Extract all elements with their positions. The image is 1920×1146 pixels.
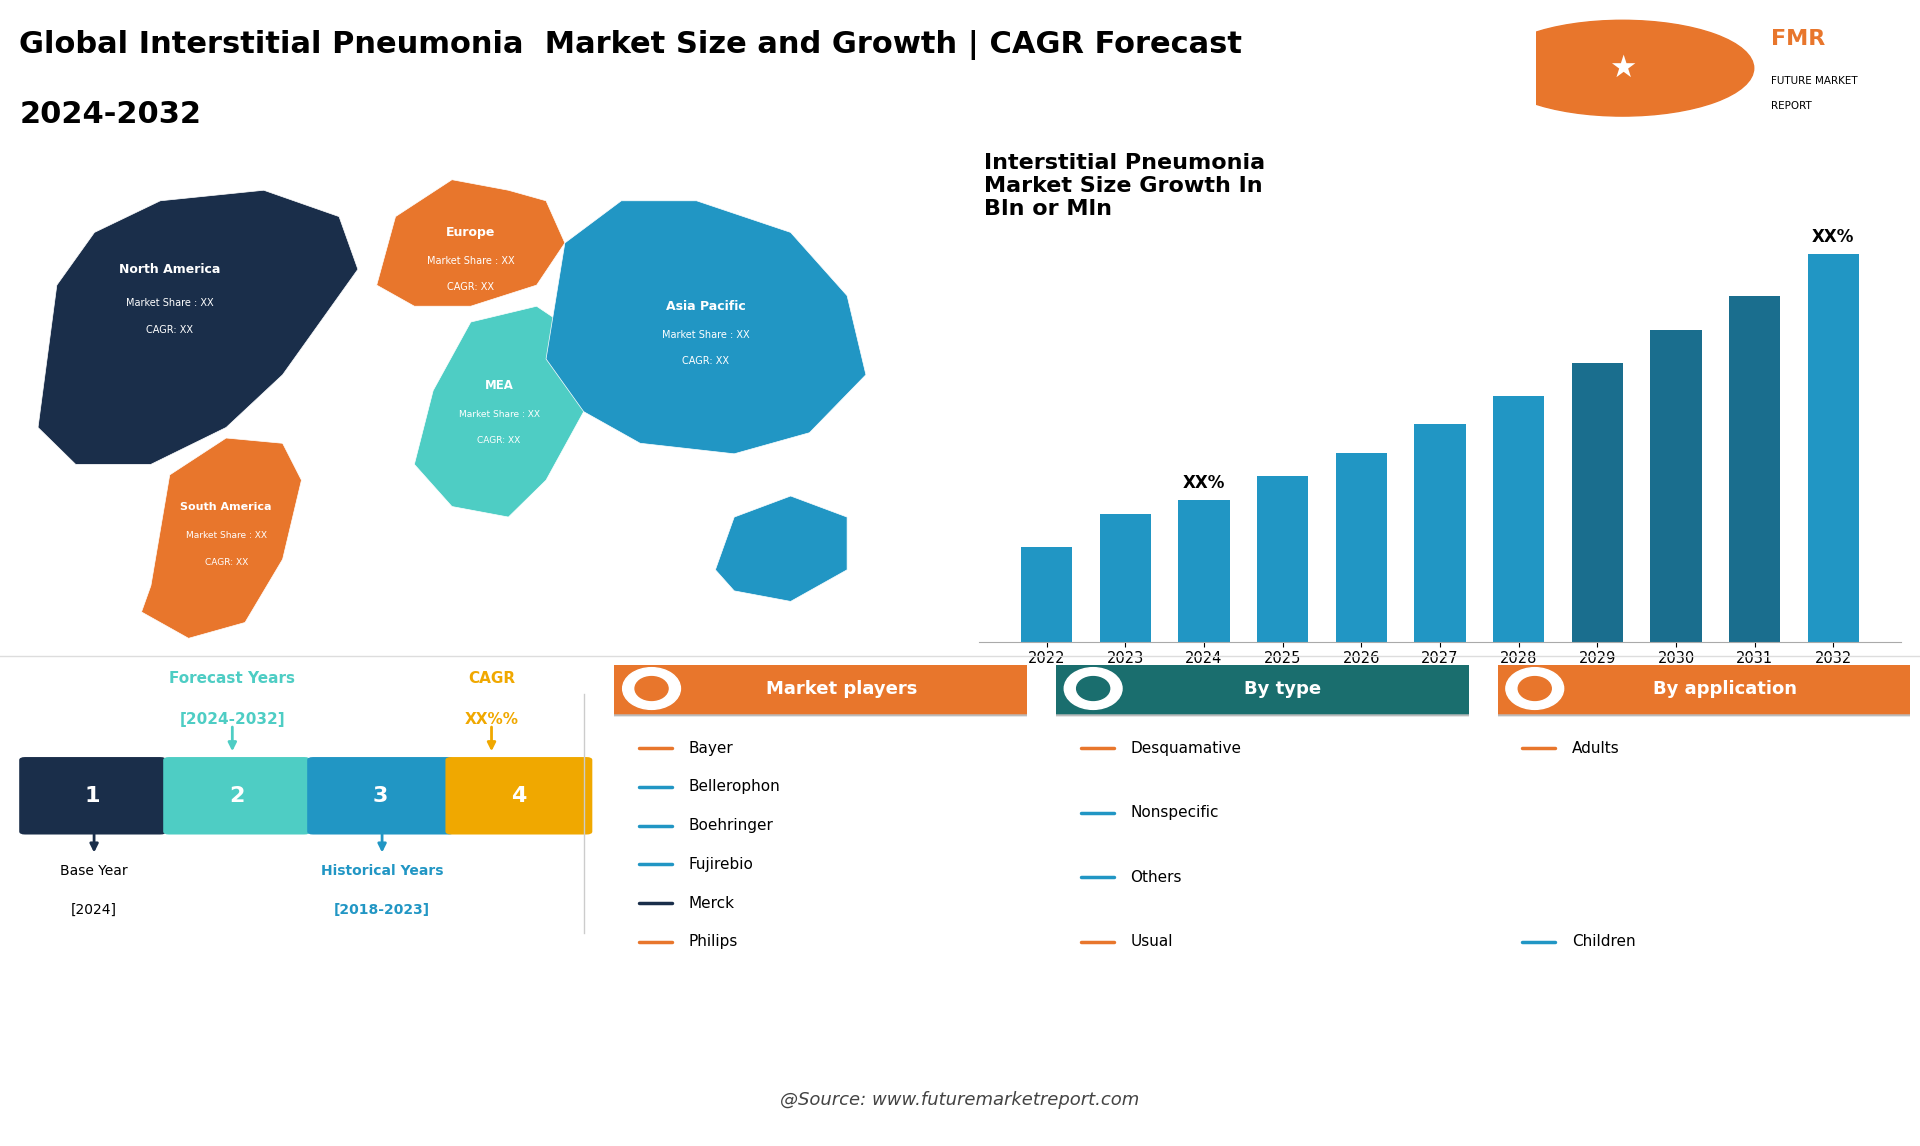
Bar	[1179, 500, 1229, 642]
Text: XX%%: XX%%	[465, 713, 518, 728]
Bar	[1415, 424, 1465, 642]
Text: Usual: Usual	[1131, 934, 1173, 949]
Text: 2024-2032: 2024-2032	[19, 100, 202, 128]
Circle shape	[1492, 21, 1753, 116]
FancyBboxPatch shape	[1480, 653, 1920, 724]
FancyBboxPatch shape	[445, 758, 591, 834]
Circle shape	[1077, 676, 1110, 700]
FancyBboxPatch shape	[1494, 715, 1914, 966]
Text: By type: By type	[1244, 680, 1321, 698]
Text: 2: 2	[228, 786, 244, 806]
Polygon shape	[376, 180, 564, 306]
Text: Bellerophon: Bellerophon	[689, 779, 780, 794]
Polygon shape	[545, 201, 866, 454]
Text: South America: South America	[180, 502, 273, 511]
Text: CAGR: XX: CAGR: XX	[478, 437, 520, 446]
Circle shape	[1064, 668, 1121, 709]
Text: By application: By application	[1653, 680, 1797, 698]
Text: Fujirebio: Fujirebio	[689, 857, 753, 872]
Circle shape	[1519, 676, 1551, 700]
Text: Desquamative: Desquamative	[1131, 740, 1242, 755]
Text: Market Share : XX: Market Share : XX	[426, 256, 515, 266]
Polygon shape	[38, 190, 357, 464]
Polygon shape	[142, 438, 301, 638]
Text: CAGR: XX: CAGR: XX	[205, 557, 248, 566]
Circle shape	[636, 676, 668, 700]
FancyBboxPatch shape	[307, 758, 453, 834]
Bar	[1258, 477, 1308, 642]
Bar	[1572, 362, 1622, 642]
Text: Merck: Merck	[689, 895, 735, 911]
Text: 4: 4	[511, 786, 526, 806]
Text: REPORT: REPORT	[1770, 101, 1812, 111]
FancyBboxPatch shape	[163, 758, 309, 834]
Text: XX%: XX%	[1183, 474, 1225, 493]
Text: CAGR: XX: CAGR: XX	[682, 356, 730, 367]
Bar	[1651, 330, 1701, 642]
Bar	[1021, 547, 1071, 642]
Text: Market Share : XX: Market Share : XX	[459, 410, 540, 419]
FancyBboxPatch shape	[597, 653, 1044, 724]
Polygon shape	[716, 496, 847, 602]
Text: Market players: Market players	[766, 680, 918, 698]
Text: CAGR: XX: CAGR: XX	[447, 282, 493, 292]
Bar	[1809, 254, 1859, 642]
Text: @Source: www.futuremarketreport.com: @Source: www.futuremarketreport.com	[780, 1091, 1140, 1109]
Text: Boehringer: Boehringer	[689, 818, 774, 833]
Text: Historical Years: Historical Years	[321, 864, 444, 878]
Text: Market Share : XX: Market Share : XX	[662, 330, 751, 340]
Circle shape	[622, 668, 680, 709]
FancyBboxPatch shape	[1039, 653, 1486, 724]
Text: Global Interstitial Pneumonia  Market Size and Growth | CAGR Forecast: Global Interstitial Pneumonia Market Siz…	[19, 31, 1242, 61]
Text: Adults: Adults	[1572, 740, 1620, 755]
Text: XX%: XX%	[1812, 228, 1855, 246]
Text: Base Year: Base Year	[60, 864, 129, 878]
Text: CAGR: XX: CAGR: XX	[146, 324, 194, 335]
Bar	[1336, 453, 1386, 642]
Text: MEA: MEA	[484, 379, 513, 392]
Text: Europe: Europe	[445, 226, 495, 238]
Text: Others: Others	[1131, 870, 1183, 885]
FancyBboxPatch shape	[1052, 715, 1473, 966]
Text: North America: North America	[119, 262, 221, 276]
Text: ★: ★	[1609, 54, 1636, 83]
Bar	[1494, 395, 1544, 642]
Text: FMR: FMR	[1770, 29, 1826, 49]
Text: [2024]: [2024]	[71, 903, 117, 917]
Text: Children: Children	[1572, 934, 1636, 949]
Text: Market Share : XX: Market Share : XX	[186, 531, 267, 540]
Text: CAGR: CAGR	[468, 670, 515, 685]
FancyBboxPatch shape	[19, 758, 165, 834]
FancyBboxPatch shape	[611, 715, 1031, 966]
Text: Market Share : XX: Market Share : XX	[127, 298, 213, 308]
Polygon shape	[415, 306, 584, 517]
Bar	[1100, 515, 1150, 642]
Text: Nonspecific: Nonspecific	[1131, 806, 1219, 821]
Text: Bayer: Bayer	[689, 740, 733, 755]
Text: Philips: Philips	[689, 934, 737, 949]
Text: 3: 3	[372, 786, 388, 806]
Text: [2024-2032]: [2024-2032]	[179, 713, 286, 728]
Text: Forecast Years: Forecast Years	[169, 670, 296, 685]
Circle shape	[1505, 668, 1563, 709]
Text: FUTURE MARKET: FUTURE MARKET	[1770, 76, 1859, 86]
Text: [2018-2023]: [2018-2023]	[334, 903, 430, 917]
Text: Interstitial Pneumonia
Market Size Growth In
Bln or Mln: Interstitial Pneumonia Market Size Growt…	[983, 154, 1265, 219]
Bar	[1730, 297, 1780, 642]
Text: 1: 1	[84, 786, 100, 806]
Text: Asia Pacific: Asia Pacific	[666, 300, 745, 313]
